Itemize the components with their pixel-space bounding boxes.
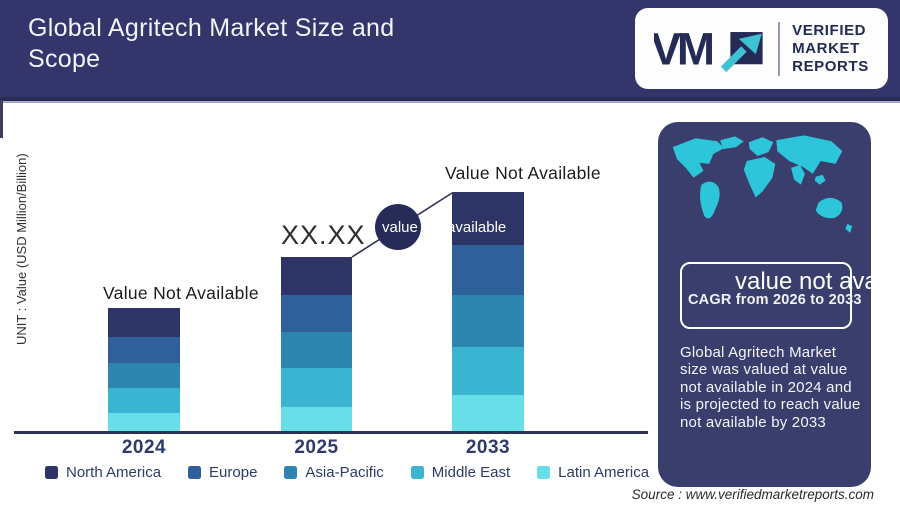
logo-word-line: VERIFIED: [792, 21, 867, 39]
legend-label: Europe: [209, 464, 258, 481]
bar-value-label-2024: Value Not Available: [103, 283, 259, 303]
legend-item-asia-pacific: Asia-Pacific: [284, 464, 384, 481]
world-map-icon: [672, 135, 853, 233]
logo-divider: [778, 21, 781, 76]
x-axis-label-2025: 2025: [294, 437, 339, 458]
legend-item-middle-east: Middle East: [410, 464, 511, 481]
segment-asia-pacific: [452, 295, 524, 347]
legend-swatch-icon: [537, 466, 551, 479]
legend-swatch-icon: [188, 466, 202, 479]
legend: North America Europe Asia-Pacific Middle Ea…: [45, 464, 649, 481]
segment-north-america: [281, 257, 352, 295]
annotation-label: value not available: [382, 219, 507, 236]
segment-europe: [281, 295, 352, 332]
legend-item-north-america: North America: [45, 464, 161, 481]
chart-area: UNIT : Value (USD Million/Billion) Value…: [0, 100, 660, 506]
vmr-arrow-head-icon: [738, 33, 762, 54]
segment-latin-america: [108, 413, 180, 433]
market-description: Global Agritech Market size was valued a…: [680, 344, 861, 431]
logo-card: VM VERIFIED MARKET REPORTS: [635, 8, 888, 89]
cagr-value-clip: value not available: [735, 268, 880, 300]
logo-word-line: REPORTS: [792, 57, 869, 75]
segment-middle-east: [108, 388, 180, 413]
legend-item-latin-america: Latin America: [537, 464, 649, 481]
segment-asia-pacific: [281, 332, 352, 368]
legend-label: Latin America: [558, 464, 650, 481]
segment-latin-america: [452, 395, 524, 433]
axis-edge-tick: [0, 100, 3, 138]
legend-label: Asia-Pacific: [305, 464, 384, 481]
cagr-value: value not available: [735, 268, 880, 295]
bar-2024: [108, 308, 180, 433]
vmr-logo-icon: VM: [654, 25, 763, 73]
logo-wordmark: VERIFIED MARKET REPORTS: [792, 22, 869, 76]
legend-swatch-icon: [45, 466, 58, 479]
segment-middle-east: [452, 347, 524, 395]
segment-north-america: [108, 308, 180, 337]
legend-item-europe: Europe: [188, 464, 257, 481]
legend-label: North America: [66, 464, 162, 481]
legend-swatch-icon: [284, 466, 298, 479]
vmr-letters: VM: [654, 25, 713, 73]
header-underline: [0, 101, 900, 103]
sidebar-panel: value not available CAGR from 2026 to 20…: [658, 122, 880, 487]
legend-swatch-icon: [410, 466, 424, 479]
logo-word-line: MARKET: [792, 39, 860, 57]
x-axis-line: [14, 431, 648, 434]
y-axis-title: UNIT : Value (USD Million/Billion): [14, 153, 29, 345]
bar-2025: [281, 257, 352, 433]
segment-north-america: [452, 192, 524, 245]
cagr-period-label: CAGR from 2026 to 2033: [688, 292, 862, 308]
cagr-box: [680, 262, 852, 329]
bar-value-label-2033: Value Not Available: [445, 163, 601, 183]
segment-asia-pacific: [108, 363, 180, 388]
source-note: Source : www.verifiedmarketreports.com: [631, 487, 874, 502]
segment-middle-east: [281, 368, 352, 407]
page-title: Global Agritech Market Size and Scope: [28, 14, 395, 73]
segment-europe: [108, 337, 180, 363]
segment-latin-america: [281, 407, 352, 433]
segment-europe: [452, 245, 524, 295]
bar-2033: [452, 192, 524, 433]
bar-value-label-2025: XX.XX: [281, 220, 366, 250]
legend-label: Middle East: [431, 464, 511, 481]
vmr-arrow-shaft: [721, 45, 747, 72]
x-axis-label-2024: 2024: [121, 437, 167, 458]
x-axis-label-2033: 2033: [465, 437, 511, 458]
